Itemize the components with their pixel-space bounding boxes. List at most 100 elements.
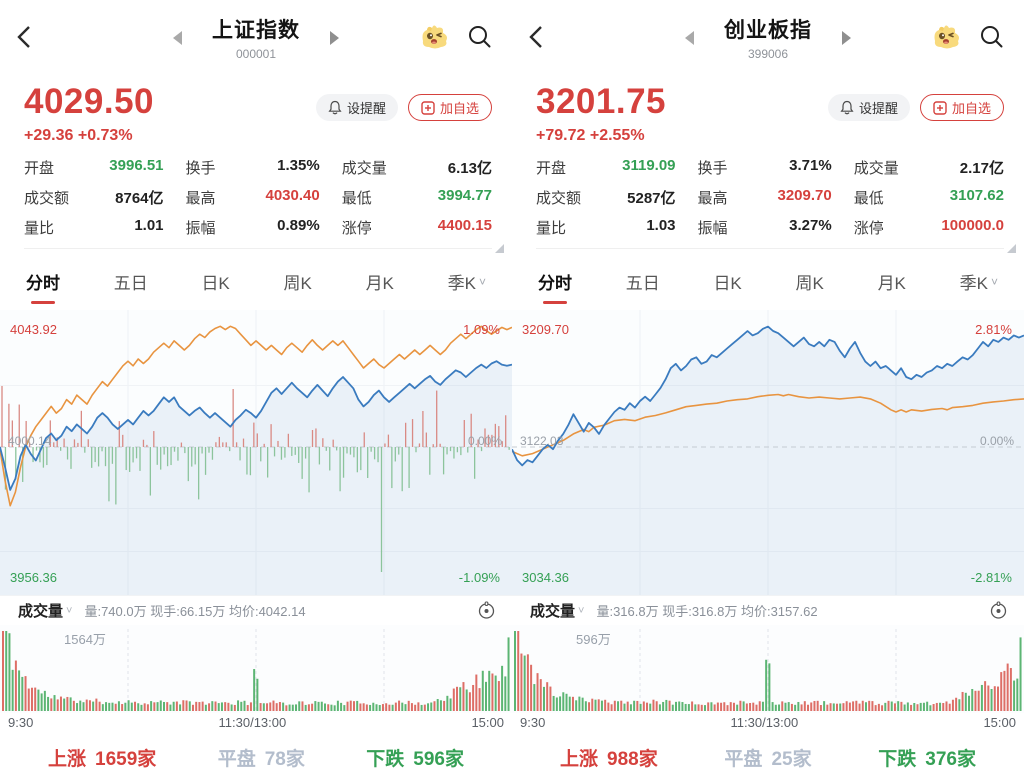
price-block: 4029.50 +29.36 +0.73%	[24, 82, 316, 145]
volume-chart[interactable]: 596万	[512, 625, 1024, 713]
time-close: 15:00	[471, 715, 504, 730]
stat-value: 4030.40	[265, 187, 320, 204]
panel-header: 上证指数 000001	[0, 0, 512, 72]
chevron-down-icon: ˅	[990, 274, 998, 289]
stat-value: 8764亿	[115, 190, 164, 207]
back-button[interactable]	[526, 24, 548, 55]
stat-label: 成交量	[853, 160, 899, 177]
tab-周K[interactable]: 周K	[796, 269, 824, 300]
advancers-stat[interactable]: 上涨 988家	[560, 744, 658, 771]
plus-box-icon	[933, 100, 947, 115]
tab-日K[interactable]: 日K	[713, 269, 741, 300]
stats-section: 开盘 3119.09 换手 3.71% 成交量 2.17亿 成交额 5287亿 最高 3209.7…	[512, 145, 1024, 257]
time-close: 15:00	[983, 715, 1016, 730]
change-percent: +2.55%	[589, 127, 645, 144]
stat-cell: 最低 3994.77	[342, 187, 492, 208]
stat-cell: 最低 3107.62	[854, 187, 1004, 208]
stat-label: 开盘	[24, 160, 55, 177]
intraday-chart[interactable]: 4043.92 1.09% 4000.14 0.00% 3956.36 -1.0…	[0, 310, 512, 595]
price-change: +79.72 +2.55%	[536, 127, 828, 145]
tab-分时[interactable]: 分时	[538, 269, 572, 300]
stat-label: 振幅	[185, 220, 216, 237]
volume-indicator-selector[interactable]: 成交量 ˅	[530, 600, 584, 621]
tab-五日[interactable]: 五日	[626, 269, 660, 300]
set-alert-button[interactable]: 设提醒	[827, 94, 910, 121]
tab-月K[interactable]: 月K	[878, 269, 906, 300]
add-watchlist-button[interactable]: 加自选	[919, 94, 1004, 121]
volume-max-label: 596万	[576, 632, 611, 647]
tab-label: 日K	[201, 274, 230, 293]
intraday-chart-canvas	[0, 310, 512, 595]
tab-周K[interactable]: 周K	[284, 269, 312, 300]
next-index-icon[interactable]	[842, 30, 851, 45]
next-index-icon[interactable]	[330, 30, 339, 45]
volume-chart[interactable]: 1564万	[0, 625, 512, 713]
chart-midline-label: 3122.03	[520, 434, 564, 448]
volume-indicator-selector[interactable]: 成交量 ˅	[18, 600, 72, 621]
stat-label: 成交量	[341, 160, 387, 177]
decliners-stat[interactable]: 下跌 376家	[878, 744, 976, 771]
bell-icon	[840, 100, 854, 115]
decliners-stat[interactable]: 下跌 596家	[366, 744, 464, 771]
expand-stats-handle[interactable]	[495, 244, 504, 253]
tab-bar: 分时 五日 日K 周K 月K 季K ˅	[0, 257, 512, 310]
chart-midline-label: 4000.14	[8, 434, 52, 448]
chart-high-percent: 2.81%	[975, 322, 1012, 337]
chart-midline-percent: 0.00%	[467, 434, 502, 448]
stat-label: 最高	[697, 190, 728, 207]
chart-low-label: 3956.36	[10, 570, 57, 585]
price-block: 3201.75 +79.72 +2.55%	[536, 82, 828, 145]
tab-季K[interactable]: 季K ˅	[448, 269, 486, 300]
stat-cell: 最高 4030.40	[186, 187, 320, 208]
stat-cell: 成交额 5287亿	[536, 187, 676, 208]
chart-midline-percent: 0.00%	[979, 434, 1014, 448]
stat-value: 3994.77	[437, 187, 492, 204]
back-button[interactable]	[14, 24, 36, 55]
advancers-stat[interactable]: 上涨 1659家	[48, 744, 156, 771]
unchanged-stat[interactable]: 平盘 25家	[724, 744, 811, 771]
change-amount: +79.72	[536, 127, 586, 144]
mascot-icon[interactable]	[931, 22, 963, 50]
stat-cell: 振幅 0.89%	[186, 217, 320, 238]
stat-value: 3209.70	[777, 187, 832, 204]
expand-stats-handle[interactable]	[1007, 244, 1016, 253]
tab-日K[interactable]: 日K	[201, 269, 229, 300]
chevron-down-icon: ˅	[66, 604, 73, 617]
bell-icon	[328, 100, 342, 115]
intraday-chart[interactable]: 3209.70 2.81% 3122.03 0.00% 3034.36 -2.8…	[512, 310, 1024, 595]
stat-cell: 最高 3209.70	[698, 187, 832, 208]
unchanged-label: 平盘	[217, 749, 256, 770]
stat-cell: 开盘 3996.51	[24, 157, 164, 178]
prev-index-icon[interactable]	[173, 30, 182, 45]
stat-label: 量比	[536, 220, 567, 237]
chart-settings-icon[interactable]	[989, 601, 1008, 620]
price-row: 3201.75 +79.72 +2.55% 设提醒	[512, 72, 1024, 145]
stat-cell: 换手 3.71%	[698, 157, 832, 178]
search-icon[interactable]	[467, 24, 492, 49]
set-alert-button[interactable]: 设提醒	[315, 94, 398, 121]
tab-季K[interactable]: 季K ˅	[960, 269, 998, 300]
decliners-count: 596家	[413, 749, 464, 770]
price-change: +29.36 +0.73%	[24, 127, 316, 145]
volume-header: 成交量 ˅ 量:316.8万 现手:316.8万 均价:3157.62	[512, 595, 1024, 625]
add-watchlist-button[interactable]: 加自选	[407, 94, 492, 121]
mascot-icon[interactable]	[419, 22, 451, 50]
tab-分时[interactable]: 分时	[26, 269, 60, 300]
stat-label: 最高	[185, 190, 216, 207]
stat-label: 换手	[185, 160, 216, 177]
prev-index-icon[interactable]	[685, 30, 694, 45]
action-pills: 设提醒 加自选	[827, 94, 1004, 145]
tab-五日[interactable]: 五日	[114, 269, 148, 300]
chart-settings-icon[interactable]	[477, 601, 496, 620]
unchanged-stat[interactable]: 平盘 78家	[218, 744, 305, 771]
index-code: 399006	[747, 47, 789, 61]
time-axis: 9:30 11:30/13:00 15:00	[512, 713, 1024, 730]
back-chevron-icon	[17, 26, 30, 48]
add-watchlist-label: 加自选	[951, 101, 991, 116]
set-alert-label: 设提醒	[858, 101, 898, 116]
advancers-label: 上涨	[48, 749, 87, 770]
divider	[536, 248, 1004, 249]
tab-月K[interactable]: 月K	[366, 269, 394, 300]
stat-cell: 涨停 100000.0	[854, 217, 1004, 238]
search-icon[interactable]	[979, 24, 1004, 49]
